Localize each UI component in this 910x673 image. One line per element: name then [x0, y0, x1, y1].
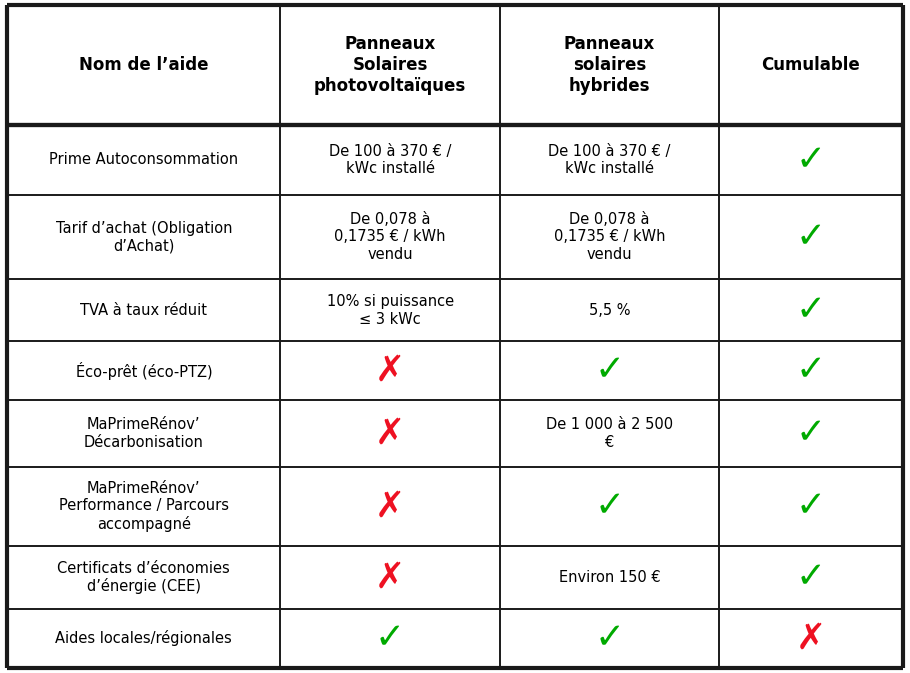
Text: ✓: ✓: [796, 489, 826, 524]
Bar: [719, 400, 903, 467]
Text: ✓: ✓: [594, 353, 624, 388]
Text: 5,5 %: 5,5 %: [589, 303, 631, 318]
Text: MaPrimeRénov’
Performance / Parcours
accompagné: MaPrimeRénov’ Performance / Parcours acc…: [59, 481, 228, 532]
Text: De 0,078 à
0,1735 € / kWh
vendu: De 0,078 à 0,1735 € / kWh vendu: [553, 212, 665, 262]
Bar: [7, 609, 280, 668]
Text: MaPrimeRénov’
Décarbonisation: MaPrimeRénov’ Décarbonisation: [84, 417, 204, 450]
Text: Cumulable: Cumulable: [762, 57, 860, 74]
Bar: [719, 341, 903, 400]
Text: ✓: ✓: [594, 621, 624, 656]
Bar: [500, 5, 719, 125]
Bar: [280, 125, 500, 194]
Bar: [500, 194, 719, 279]
Bar: [719, 279, 903, 341]
Text: Panneaux
Solaires
photovoltaïques: Panneaux Solaires photovoltaïques: [314, 36, 466, 95]
Bar: [719, 194, 903, 279]
Text: ✓: ✓: [594, 489, 624, 524]
Bar: [7, 467, 280, 546]
Text: Aides locales/régionales: Aides locales/régionales: [56, 631, 232, 647]
Bar: [7, 194, 280, 279]
Text: De 100 à 370 € /
kWc installé: De 100 à 370 € / kWc installé: [329, 144, 451, 176]
Text: Éco-prêt (éco-PTZ): Éco-prêt (éco-PTZ): [76, 361, 212, 380]
Bar: [7, 5, 280, 125]
Text: ✓: ✓: [796, 353, 826, 388]
Bar: [719, 609, 903, 668]
Text: De 0,078 à
0,1735 € / kWh
vendu: De 0,078 à 0,1735 € / kWh vendu: [334, 212, 446, 262]
Bar: [280, 341, 500, 400]
Text: ✗: ✗: [375, 353, 405, 388]
Bar: [719, 5, 903, 125]
Text: 10% si puissance
≤ 3 kWc: 10% si puissance ≤ 3 kWc: [327, 294, 454, 326]
Text: ✗: ✗: [375, 417, 405, 450]
Text: ✓: ✓: [796, 417, 826, 450]
Bar: [280, 400, 500, 467]
Text: De 100 à 370 € /
kWc installé: De 100 à 370 € / kWc installé: [549, 144, 671, 176]
Bar: [719, 125, 903, 194]
Text: ✓: ✓: [796, 293, 826, 327]
Bar: [500, 400, 719, 467]
Text: Tarif d’achat (Obligation
d’Achat): Tarif d’achat (Obligation d’Achat): [56, 221, 232, 253]
Bar: [500, 341, 719, 400]
Text: Environ 150 €: Environ 150 €: [559, 570, 661, 585]
Bar: [280, 609, 500, 668]
Bar: [7, 546, 280, 609]
Text: ✓: ✓: [375, 621, 405, 656]
Bar: [7, 341, 280, 400]
Bar: [280, 546, 500, 609]
Bar: [7, 125, 280, 194]
Text: De 1 000 à 2 500
€: De 1 000 à 2 500 €: [546, 417, 673, 450]
Bar: [280, 5, 500, 125]
Bar: [7, 400, 280, 467]
Text: ✓: ✓: [796, 143, 826, 177]
Bar: [500, 125, 719, 194]
Text: ✓: ✓: [796, 220, 826, 254]
Text: Nom de l’aide: Nom de l’aide: [79, 57, 208, 74]
Bar: [280, 279, 500, 341]
Bar: [719, 546, 903, 609]
Bar: [719, 467, 903, 546]
Bar: [500, 609, 719, 668]
Bar: [500, 467, 719, 546]
Text: Panneaux
solaires
hybrides: Panneaux solaires hybrides: [564, 36, 655, 95]
Text: ✗: ✗: [375, 561, 405, 594]
Text: ✓: ✓: [796, 561, 826, 594]
Text: Certificats d’économies
d’énergie (CEE): Certificats d’économies d’énergie (CEE): [57, 561, 230, 594]
Bar: [500, 546, 719, 609]
Bar: [500, 279, 719, 341]
Text: Prime Autoconsommation: Prime Autoconsommation: [49, 152, 238, 168]
Bar: [7, 279, 280, 341]
Text: TVA à taux réduit: TVA à taux réduit: [80, 303, 207, 318]
Text: ✗: ✗: [796, 621, 826, 656]
Bar: [280, 194, 500, 279]
Bar: [280, 467, 500, 546]
Text: ✗: ✗: [375, 489, 405, 524]
